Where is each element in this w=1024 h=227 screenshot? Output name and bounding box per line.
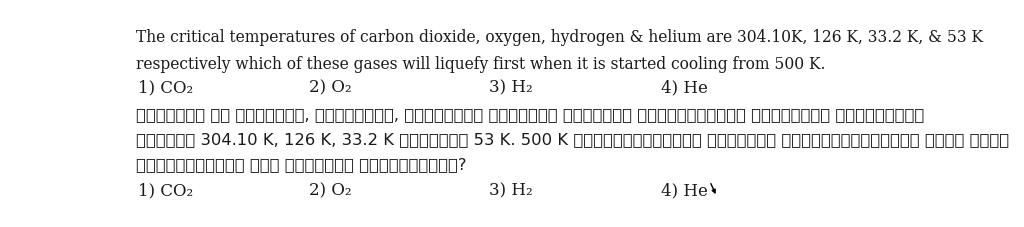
Text: respectively which of these gases will liquefy first when it is started cooling : respectively which of these gases will l… [136,56,825,73]
Text: வாயுக்களில் எது முதலில் திரவமாகும்?: வாயுக்களில் எது முதலில் திரவமாகும்? [136,158,467,173]
Text: 3) H₂: 3) H₂ [489,182,532,199]
Text: 4) He: 4) He [662,80,709,97]
Text: 2) O₂: 2) O₂ [309,182,351,199]
Text: 1) CO₂: 1) CO₂ [137,182,193,199]
Text: கார்பன் டை ஆக்சைடு, ஆக்சிஜன், ஹைட்ரஜன் மற்றும் ஹீலியம் ஆகியவற்றின் நிலைமாறு வெப்: கார்பன் டை ஆக்சைடு, ஆக்சிஜன், ஹைட்ரஜன் ம… [136,107,925,122]
Text: 2) O₂: 2) O₂ [309,80,351,97]
Text: முறையே 304.10 K, 126 K, 33.2 K மற்றும் 53 K. 500 K வெப்பநிலையில் இருந்து குளிர்வ: முறையே 304.10 K, 126 K, 33.2 K மற்றும் 5… [136,132,1009,147]
Text: 3) H₂: 3) H₂ [489,80,532,97]
Text: The critical temperatures of carbon dioxide, oxygen, hydrogen & helium are 304.1: The critical temperatures of carbon diox… [136,29,983,46]
Text: 1) CO₂: 1) CO₂ [137,80,193,97]
Text: 4) He: 4) He [662,182,709,199]
